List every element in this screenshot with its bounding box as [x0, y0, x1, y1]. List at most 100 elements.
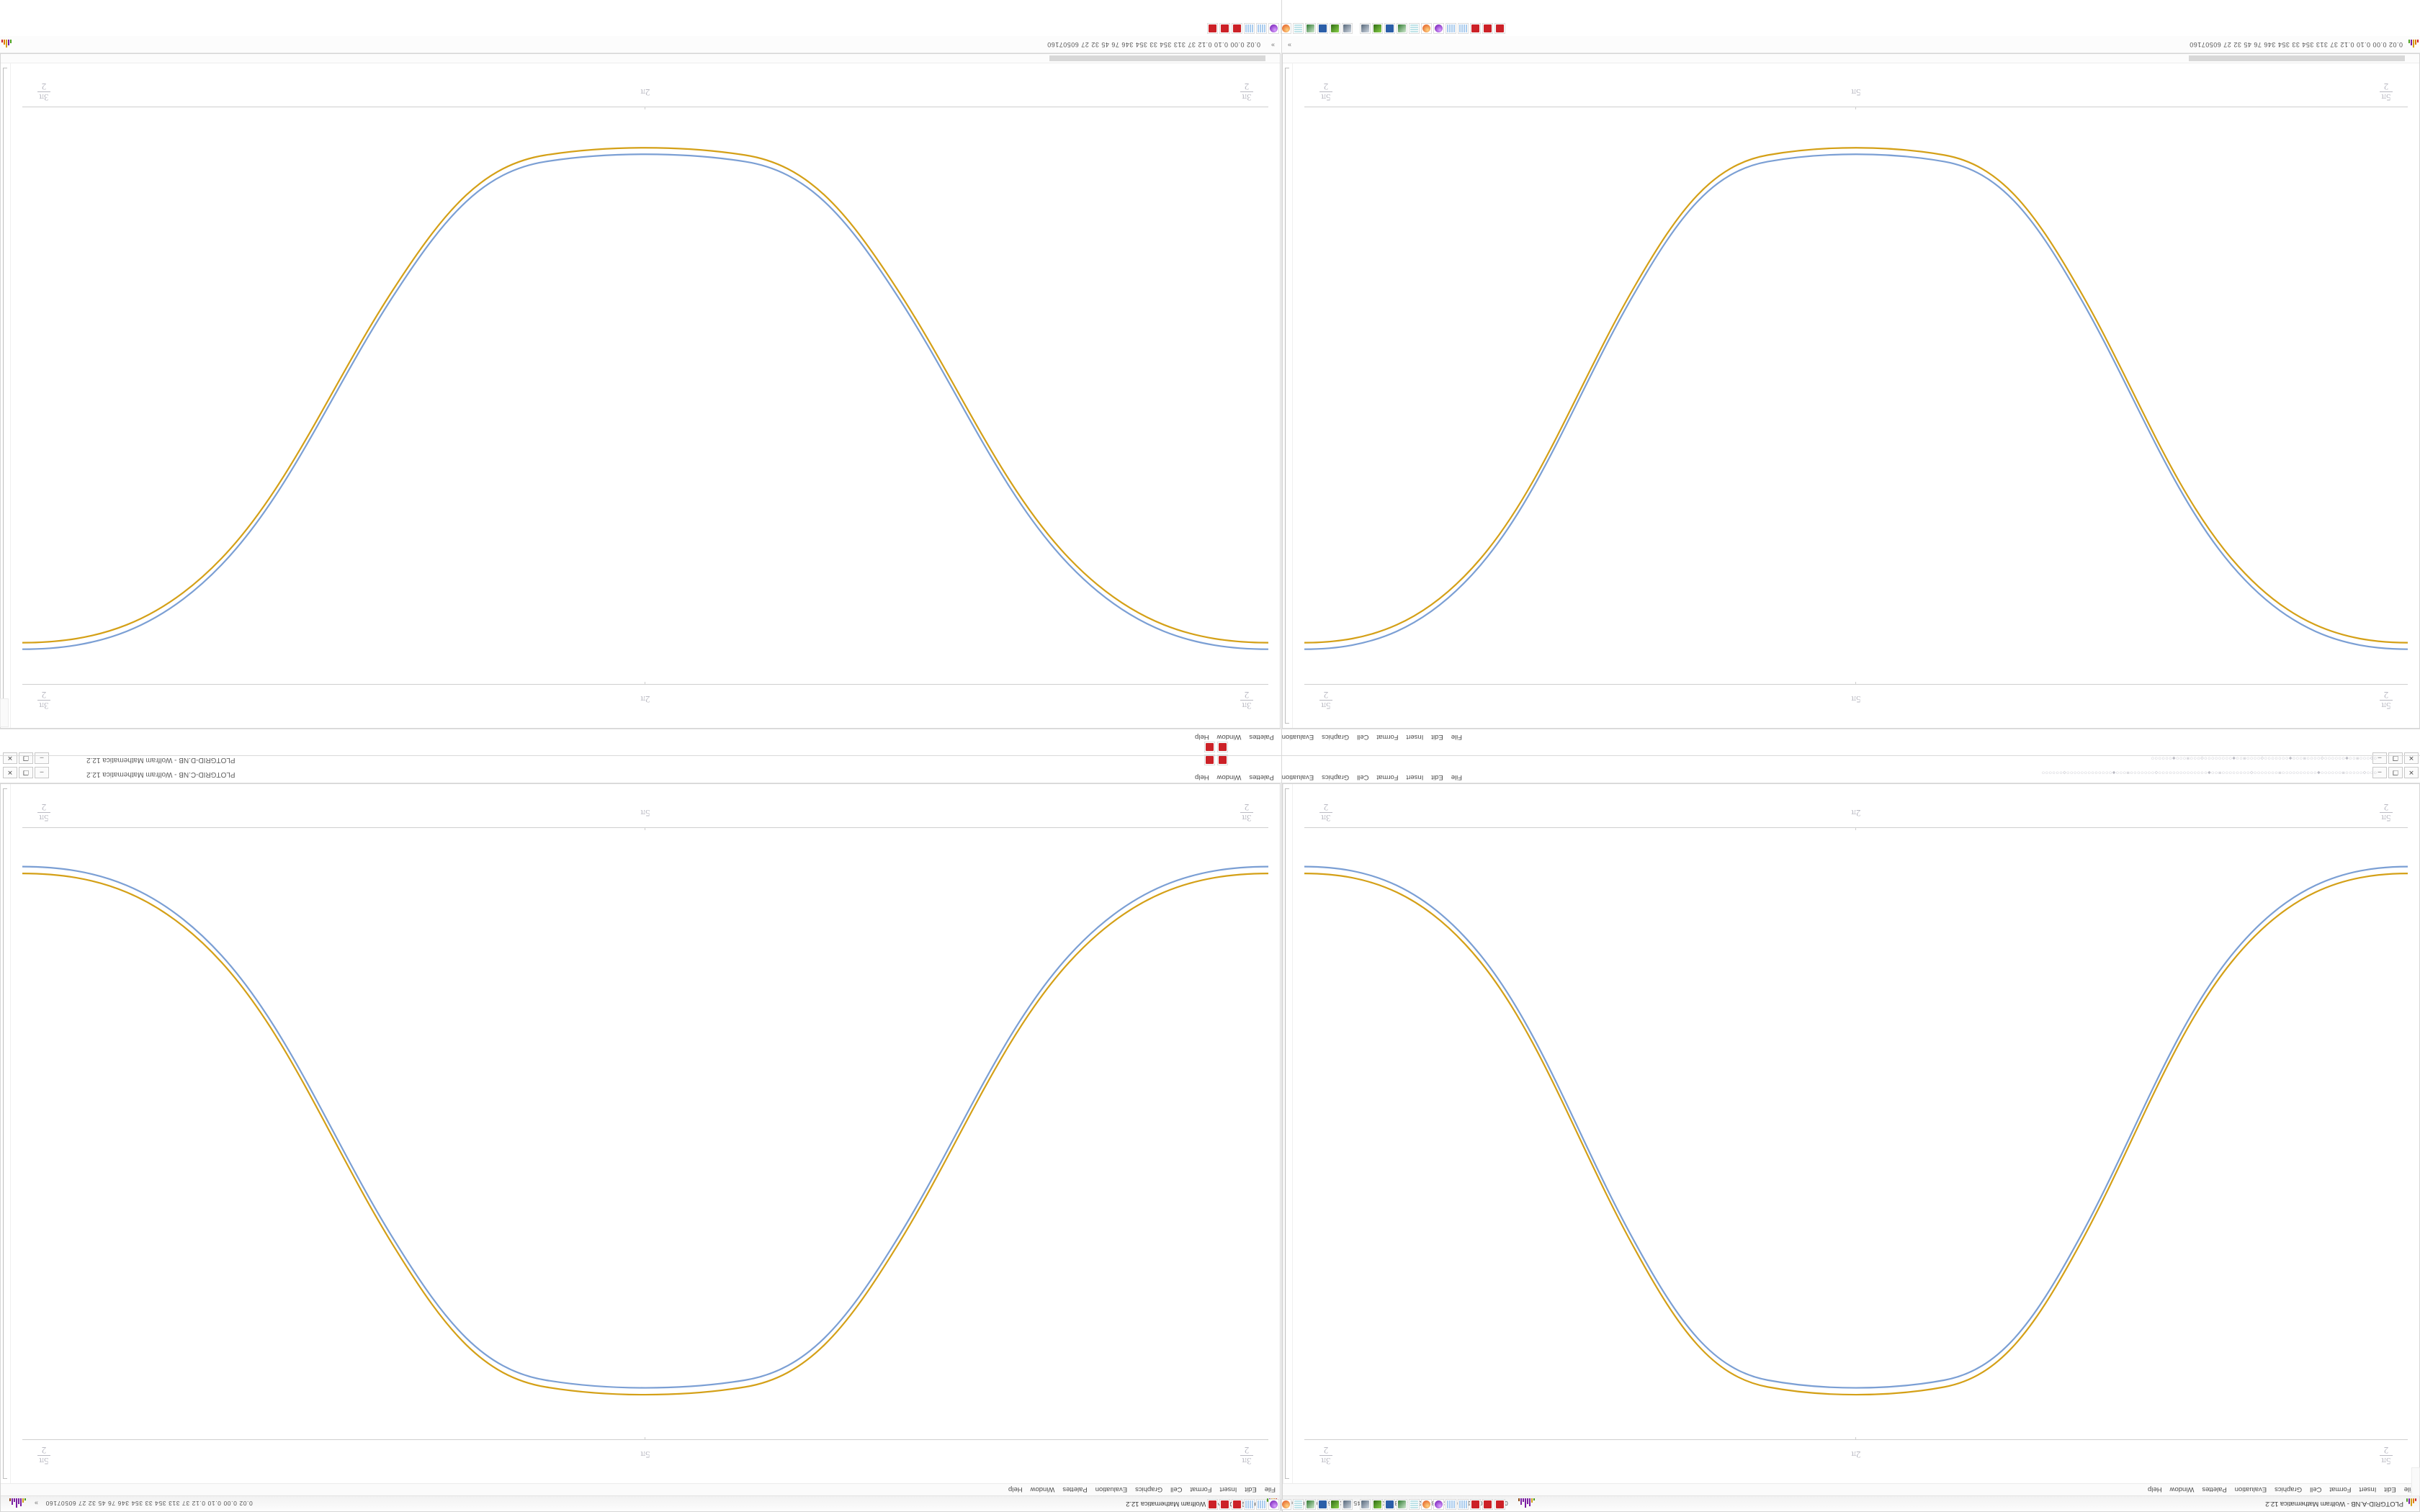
- paper-teal-icon[interactable]: [1409, 1499, 1420, 1511]
- cell-bracket-bar-bottom-right[interactable]: [1, 63, 11, 728]
- sphere-orange-icon[interactable]: [1281, 1499, 1291, 1511]
- menu-item-format[interactable]: Format: [2329, 1485, 2352, 1494]
- close-icon[interactable]: ✕: [2404, 767, 2419, 778]
- menu-item-cell[interactable]: Cell: [1357, 733, 1369, 741]
- menu-item-graphics[interactable]: Graphics: [1322, 773, 1350, 781]
- close-icon[interactable]: ✕: [3, 767, 17, 778]
- gear-red-icon[interactable]: [1219, 23, 1230, 35]
- grid-blue-icon[interactable]: [1458, 1499, 1469, 1511]
- floppy-blue-icon[interactable]: [1317, 1499, 1328, 1511]
- printer-gray-icon[interactable]: [1360, 23, 1371, 35]
- gear-red-icon[interactable]: [1494, 23, 1505, 35]
- menu-item-edit[interactable]: Edit: [1431, 773, 1443, 781]
- center-gear-icons[interactable]: [1204, 755, 1228, 765]
- menu-item-evaluation[interactable]: Evaluation: [1281, 773, 1314, 781]
- menu-item-evaluation[interactable]: Evaluation: [1095, 1485, 1128, 1494]
- menu-item-graphics[interactable]: Graphics: [1135, 1485, 1163, 1494]
- menu-item-window[interactable]: Window: [1030, 1485, 1055, 1494]
- close-icon[interactable]: ✕: [3, 752, 17, 764]
- grid-blue-icon[interactable]: [1446, 1499, 1456, 1511]
- menu-item-file[interactable]: File: [1451, 773, 1462, 781]
- gear-red-icon[interactable]: [1494, 1499, 1505, 1511]
- menu-item-help[interactable]: Help: [1195, 733, 1209, 741]
- paper-teal-icon[interactable]: [1293, 1499, 1304, 1511]
- menu-item-cell[interactable]: Cell: [1170, 1485, 1183, 1494]
- sphere-purple-icon[interactable]: [1268, 1499, 1279, 1511]
- menu-item-insert[interactable]: Insert: [1406, 733, 1424, 741]
- scrollbar-thumb[interactable]: [2189, 55, 2405, 61]
- maximize-icon[interactable]: ❐: [19, 767, 33, 778]
- menu-item-graphics[interactable]: Graphics: [2275, 1485, 2303, 1494]
- menubar-center-lower[interactable]: File Edit Insert Format Cell Graphics Ev…: [1195, 733, 1462, 741]
- notebook-body-bottom-left[interactable]: 5π 2 5π 5π 2 5π 2 5π 5π 2: [1283, 63, 2419, 728]
- monitor-green-icon[interactable]: [1330, 1499, 1340, 1511]
- gear-red-icon[interactable]: [1470, 23, 1481, 35]
- menu-item-format[interactable]: Format: [1376, 733, 1399, 741]
- window-controls-right-row2[interactable]: – ❐ ✕: [3, 752, 49, 764]
- plot-top-right[interactable]: 3π 2 5π 5π 2 3π 2 5π 5π 2: [22, 791, 1268, 1476]
- horizontal-scrollbar-bottom-right[interactable]: [1, 54, 1280, 63]
- menu-item-palettes[interactable]: Palettes: [1062, 1485, 1088, 1494]
- menubar-center-upper[interactable]: File Edit Insert Format Cell Graphics Ev…: [1195, 773, 1462, 781]
- menu-item-cell[interactable]: Cell: [2310, 1485, 2322, 1494]
- window-top-left[interactable]: PLOTGRID-A.NB - Wolfram Mathematica 12.2…: [1282, 783, 2420, 1512]
- window-controls-right-row1[interactable]: – ❐ ✕: [3, 767, 49, 778]
- center-gear-icons-2[interactable]: [1204, 742, 1228, 752]
- toolbar-top-center[interactable]: [915, 1498, 1505, 1512]
- grid-blue-icon[interactable]: [1244, 1499, 1255, 1511]
- gear-red-icon[interactable]: [1470, 1499, 1481, 1511]
- monitor-green-icon[interactable]: [1372, 23, 1383, 35]
- plot-bottom-left[interactable]: 5π 2 5π 5π 2 5π 2 5π 5π 2: [1304, 71, 2408, 721]
- menu-item-palettes[interactable]: Palettes: [1249, 733, 1274, 741]
- printer-gray-icon[interactable]: [1360, 1499, 1371, 1511]
- menu-item-file[interactable]: File: [1264, 1485, 1276, 1494]
- camera-green-icon[interactable]: [1305, 23, 1316, 35]
- camera-green-icon[interactable]: [1305, 1499, 1316, 1511]
- menu-item-evaluation[interactable]: Evaluation: [2234, 1485, 2267, 1494]
- grid-blue-icon[interactable]: [1446, 23, 1456, 35]
- menu-item-palettes[interactable]: Palettes: [2202, 1485, 2227, 1494]
- camera-green-icon[interactable]: [1397, 1499, 1407, 1511]
- grid-blue-icon[interactable]: [1256, 1499, 1267, 1511]
- window-top-right[interactable]: PLOTGRID-B.NB - Wolfram Mathematica 12.2…: [0, 783, 1281, 1512]
- printer-gray-icon[interactable]: [1342, 23, 1353, 35]
- menu-item-help[interactable]: Help: [1195, 773, 1209, 781]
- chevron-down-icon[interactable]: »: [35, 1500, 39, 1508]
- menu-item-help[interactable]: Help: [1008, 1485, 1023, 1494]
- menu-item-insert[interactable]: Insert: [2359, 1485, 2377, 1494]
- plot-bottom-right[interactable]: 3π 2 2π 3π 2 3π 2 2π 3π 2: [22, 71, 1268, 721]
- gear-red-icon[interactable]: [1207, 23, 1218, 35]
- menu-item-palettes[interactable]: Palettes: [1249, 773, 1274, 781]
- gear-red-icon[interactable]: [1217, 755, 1228, 765]
- cell-bracket-bar-bottom-left[interactable]: [1283, 63, 1293, 728]
- notebook-body-top-right[interactable]: 3π 2 5π 5π 2 3π 2 5π 5π 2: [1, 784, 1280, 1483]
- menu-item-format[interactable]: Format: [1190, 1485, 1212, 1494]
- paper-teal-icon[interactable]: [1409, 23, 1420, 35]
- minimize-icon[interactable]: –: [35, 767, 49, 778]
- scrollbar-thumb[interactable]: [1049, 55, 1265, 61]
- menu-item-cell[interactable]: Cell: [1357, 773, 1369, 781]
- gear-red-icon[interactable]: [1204, 755, 1215, 765]
- sphere-orange-icon[interactable]: [1281, 23, 1291, 35]
- gear-red-icon[interactable]: [1207, 1499, 1218, 1511]
- grid-blue-icon[interactable]: [1244, 23, 1255, 35]
- cell-bracket-bar-top-right[interactable]: [1, 784, 11, 1483]
- menu-item-window[interactable]: Window: [1216, 773, 1242, 781]
- menu-item-window[interactable]: Window: [2169, 1485, 2195, 1494]
- menu-item-edit[interactable]: Edit: [1431, 733, 1443, 741]
- menu-item-window[interactable]: Window: [1216, 733, 1242, 741]
- menu-item-insert[interactable]: Insert: [1406, 773, 1424, 781]
- menu-item-edit[interactable]: Edit: [1245, 1485, 1257, 1494]
- gear-red-icon[interactable]: [1219, 1499, 1230, 1511]
- menu-item-insert[interactable]: Insert: [1219, 1485, 1237, 1494]
- menu-item-edit[interactable]: Edit: [2384, 1485, 2396, 1494]
- gear-red-icon[interactable]: [1482, 1499, 1493, 1511]
- gear-red-icon[interactable]: [1217, 742, 1228, 752]
- monitor-green-icon[interactable]: [1330, 23, 1340, 35]
- menubar-top-left[interactable]: File Edit Insert Format Cell Graphics Ev…: [1283, 1483, 2419, 1495]
- sphere-orange-icon[interactable]: [1421, 1499, 1432, 1511]
- gear-red-icon[interactable]: [1232, 23, 1242, 35]
- plot-top-left[interactable]: 5π 2 2π 3π 2 5π 2 2π 3π 2: [1304, 791, 2408, 1476]
- monitor-green-icon[interactable]: [1372, 1499, 1383, 1511]
- close-icon[interactable]: ✕: [2404, 752, 2419, 764]
